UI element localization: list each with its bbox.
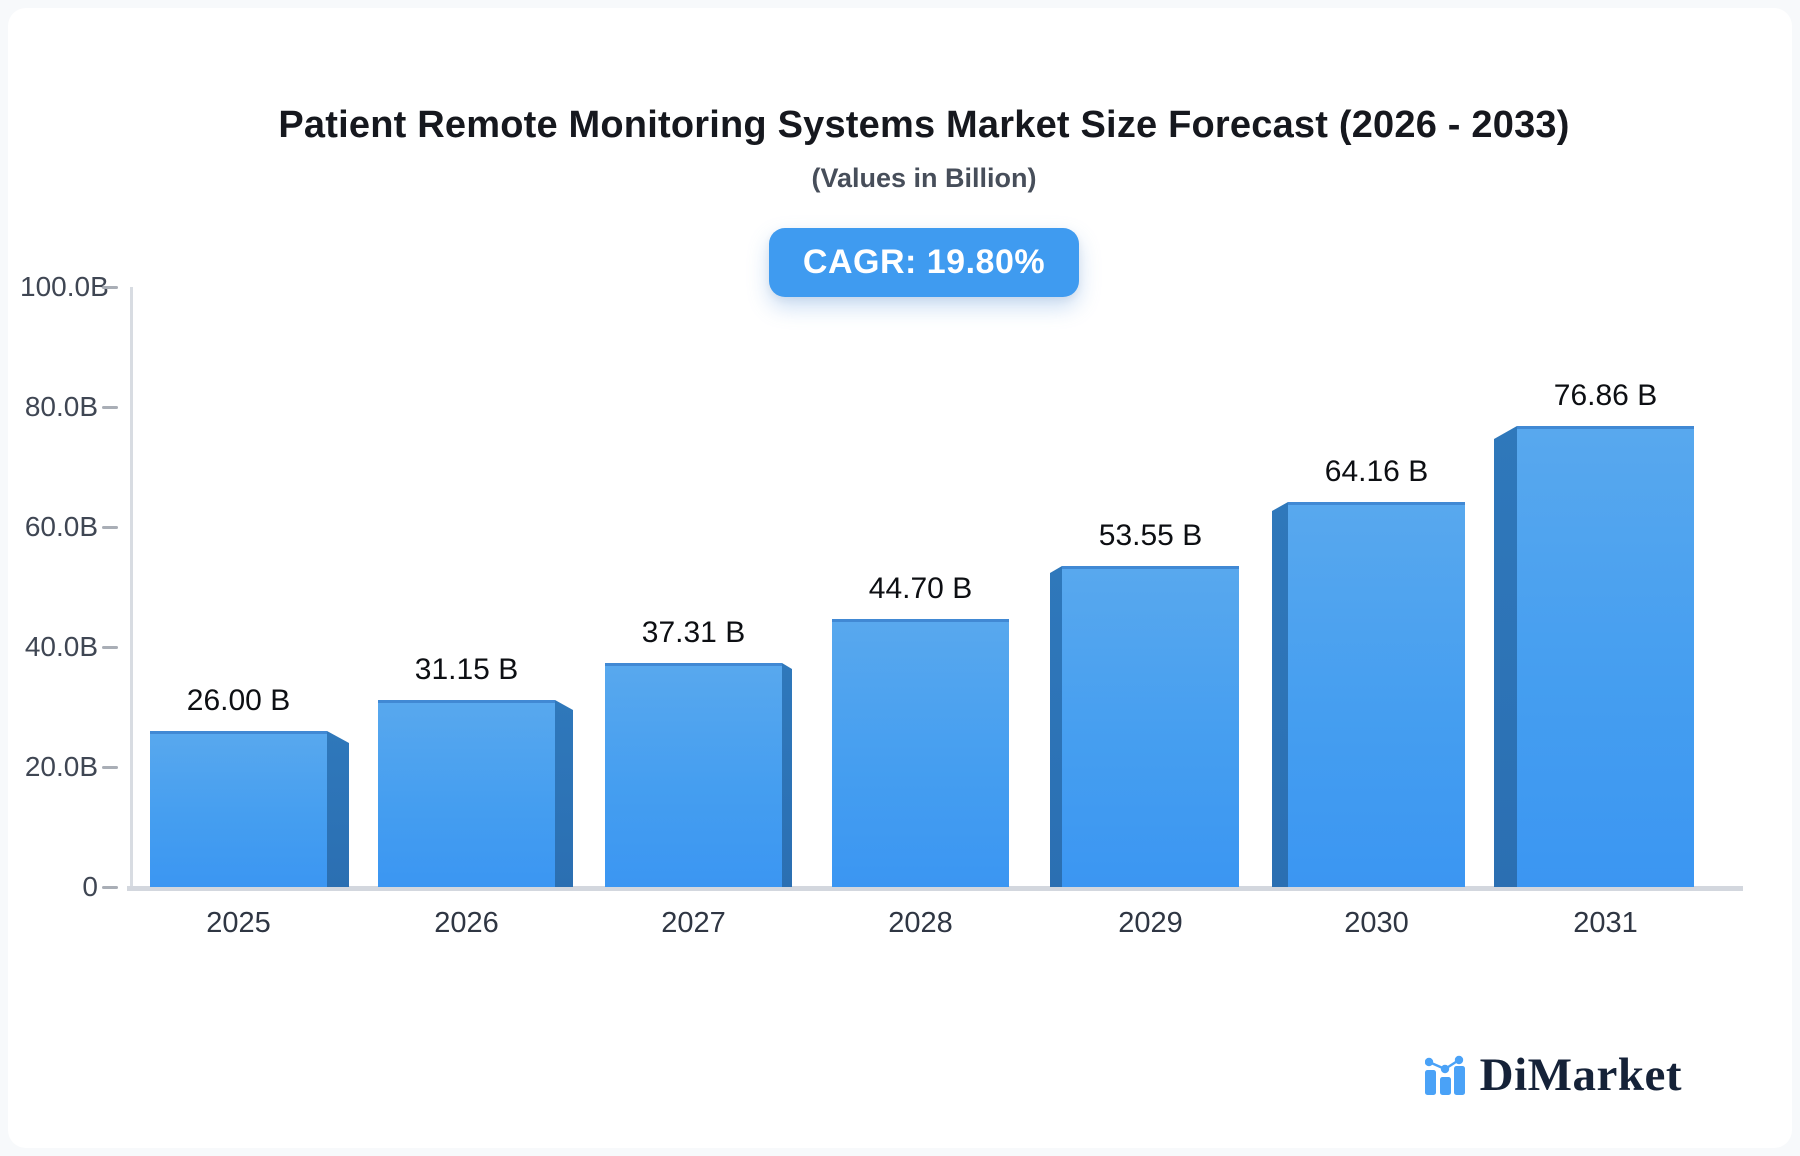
x-axis-category-label: 2029 (1118, 907, 1183, 939)
dimarket-logo: DiMarket (1424, 1048, 1682, 1102)
bar-2029[interactable] (1062, 566, 1239, 887)
x-axis-baseline (127, 886, 1743, 891)
x-axis-category-label: 2028 (888, 907, 953, 939)
cagr-badge: CAGR: 19.80% (768, 228, 1080, 297)
bar-2025-side-face (327, 731, 349, 887)
chart-title: Patient Remote Monitoring Systems Market… (278, 104, 1570, 146)
y-axis-tick-mark (102, 406, 118, 409)
y-axis-tick-label: 60.0B (24, 511, 98, 542)
y-axis-tick-label: 40.0B (24, 631, 98, 662)
bar-value-label: 53.55 B (1098, 519, 1203, 552)
bar-2031-side-face (1494, 426, 1517, 887)
y-axis-tick-label: 100.0B (20, 271, 109, 302)
y-axis-line (130, 287, 133, 891)
y-axis-tick-mark (102, 646, 118, 649)
y-axis-tick-label: 0 (82, 871, 98, 902)
bar-2027-side-face (782, 663, 792, 887)
x-axis-category-label: 2031 (1573, 907, 1638, 939)
chart-header: Patient Remote Monitoring Systems Market… (48, 0, 1800, 297)
x-axis-category-label: 2030 (1344, 907, 1409, 939)
bar-2030[interactable] (1288, 502, 1465, 887)
bar-2026-side-face (555, 700, 573, 887)
x-axis-category-label: 2025 (206, 907, 271, 939)
bar-2026[interactable] (378, 700, 555, 887)
dimarket-logo-text: DiMarket (1479, 1049, 1682, 1101)
y-axis-tick-label: 80.0B (24, 391, 98, 422)
bar-value-label: 64.16 B (1324, 455, 1429, 488)
mini-bar-chart-icon (1424, 1055, 1465, 1095)
y-axis-tick-mark (102, 286, 118, 289)
x-axis-category-label: 2027 (661, 907, 726, 939)
y-axis-tick-mark (102, 526, 118, 529)
y-axis-tick-mark (102, 766, 118, 769)
bar-value-label: 37.31 B (641, 616, 746, 649)
bar-2027[interactable] (605, 663, 782, 887)
bar-2031[interactable] (1517, 426, 1694, 887)
bar-value-label: 44.70 B (868, 572, 973, 605)
bar-2028[interactable] (832, 619, 1009, 887)
y-axis-tick-mark (102, 886, 118, 889)
bar-2030-side-face (1272, 502, 1288, 887)
bar-value-label: 31.15 B (414, 653, 519, 686)
bar-2025[interactable] (150, 731, 327, 887)
bar-2029-side-face (1050, 566, 1062, 887)
chart-subtitle: (Values in Billion) (811, 163, 1037, 193)
y-axis-tick-label: 20.0B (24, 751, 98, 782)
bar-value-label: 26.00 B (186, 684, 291, 717)
x-axis-category-label: 2026 (434, 907, 499, 939)
bar-value-label: 76.86 B (1553, 379, 1658, 412)
